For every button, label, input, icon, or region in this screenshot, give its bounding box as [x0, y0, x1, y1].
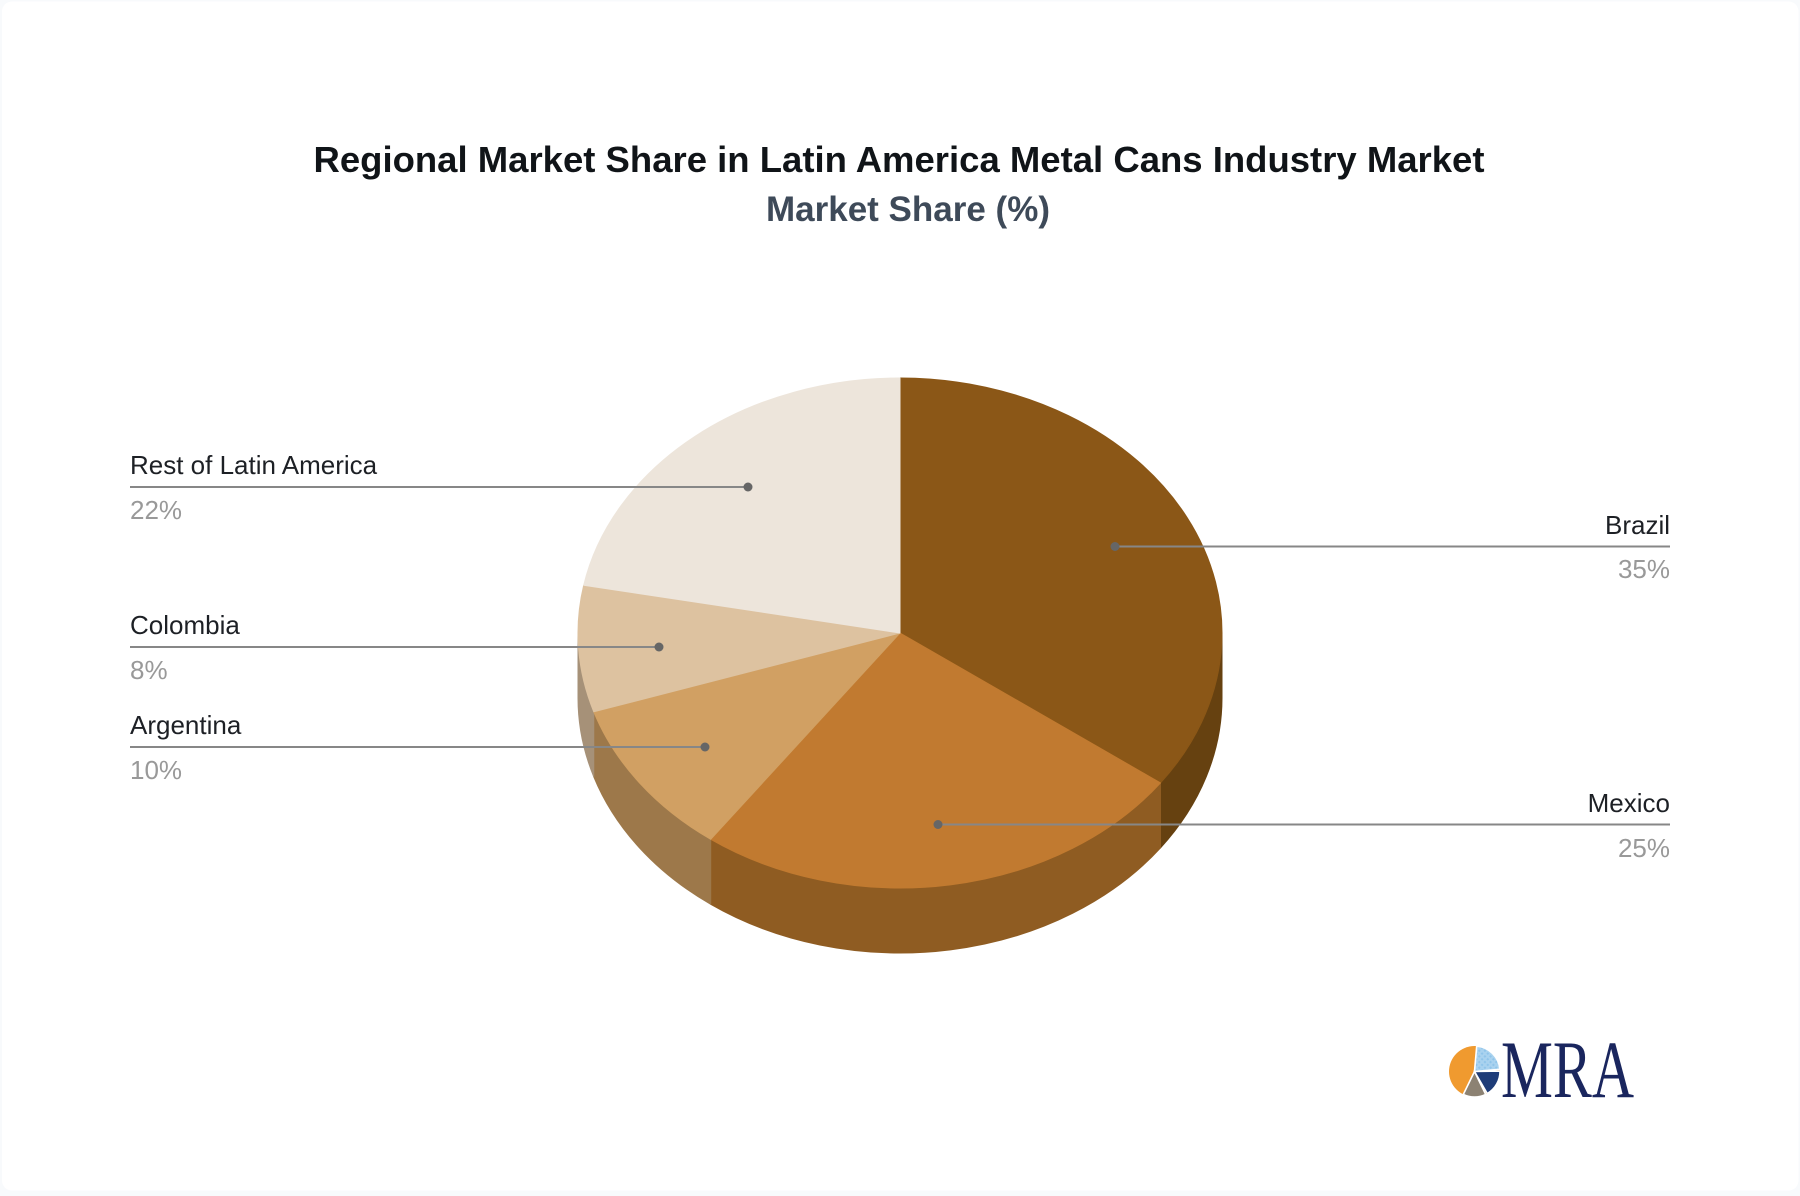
svg-text:Rest of Latin America: Rest of Latin America	[130, 450, 378, 480]
svg-text:Colombia: Colombia	[130, 610, 240, 640]
svg-text:Regional Market Share in Latin: Regional Market Share in Latin America M…	[313, 139, 1484, 180]
svg-text:Market Share (%): Market Share (%)	[766, 190, 1050, 229]
svg-text:8%: 8%	[130, 655, 168, 685]
svg-text:Argentina: Argentina	[130, 710, 242, 740]
svg-text:25%: 25%	[1618, 833, 1670, 863]
svg-text:35%: 35%	[1618, 554, 1670, 584]
svg-text:MRA: MRA	[1501, 1024, 1634, 1115]
svg-text:22%: 22%	[130, 495, 182, 525]
svg-text:10%: 10%	[130, 755, 182, 785]
svg-text:Mexico: Mexico	[1588, 788, 1670, 818]
svg-text:Brazil: Brazil	[1605, 510, 1670, 540]
